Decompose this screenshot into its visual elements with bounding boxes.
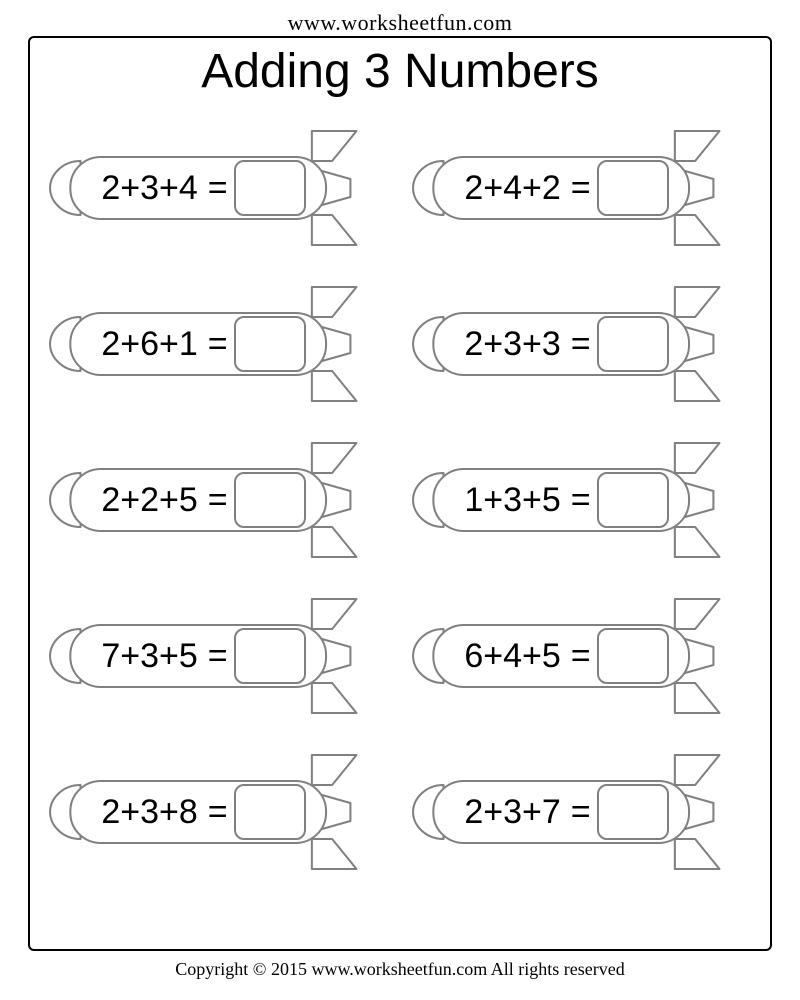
- answer-input-box[interactable]: [234, 784, 306, 840]
- answer-input-box[interactable]: [597, 472, 669, 528]
- equation: 2+2+5 =: [46, 425, 391, 575]
- equation: 2+3+4 =: [46, 113, 391, 263]
- equals-sign: =: [571, 637, 591, 676]
- problem-cell: 2+3+7 =: [409, 737, 754, 887]
- footer-copyright: Copyright © 2015 www.worksheetfun.com Al…: [28, 959, 772, 980]
- header-url: www.worksheetfun.com: [28, 10, 772, 36]
- equation: 2+3+3 =: [409, 269, 754, 419]
- content-frame: Adding 3 Numbers 2+3+4 = 2+4+2 =: [28, 36, 772, 951]
- expression-text: 1+3+5: [464, 481, 560, 520]
- equation: 1+3+5 =: [409, 425, 754, 575]
- expression-text: 2+3+3: [464, 325, 560, 364]
- expression-text: 6+4+5: [464, 637, 560, 676]
- problem-grid: 2+3+4 = 2+4+2 = 2+6+1: [44, 113, 756, 887]
- equation: 2+3+7 =: [409, 737, 754, 887]
- equals-sign: =: [208, 481, 228, 520]
- expression-text: 2+3+8: [101, 793, 197, 832]
- equals-sign: =: [208, 325, 228, 364]
- equals-sign: =: [208, 169, 228, 208]
- answer-input-box[interactable]: [597, 316, 669, 372]
- problem-cell: 2+6+1 =: [46, 269, 391, 419]
- problem-cell: 2+2+5 =: [46, 425, 391, 575]
- equation: 2+3+8 =: [46, 737, 391, 887]
- page-title: Adding 3 Numbers: [44, 44, 756, 99]
- expression-text: 2+3+7: [464, 793, 560, 832]
- equals-sign: =: [571, 481, 591, 520]
- problem-cell: 6+4+5 =: [409, 581, 754, 731]
- answer-input-box[interactable]: [597, 628, 669, 684]
- equals-sign: =: [208, 637, 228, 676]
- equation: 7+3+5 =: [46, 581, 391, 731]
- answer-input-box[interactable]: [234, 472, 306, 528]
- equation: 6+4+5 =: [409, 581, 754, 731]
- expression-text: 2+3+4: [101, 169, 197, 208]
- expression-text: 2+6+1: [101, 325, 197, 364]
- expression-text: 2+4+2: [464, 169, 560, 208]
- answer-input-box[interactable]: [597, 160, 669, 216]
- equals-sign: =: [571, 169, 591, 208]
- problem-cell: 7+3+5 =: [46, 581, 391, 731]
- equals-sign: =: [571, 325, 591, 364]
- problem-cell: 2+3+8 =: [46, 737, 391, 887]
- equation: 2+6+1 =: [46, 269, 391, 419]
- expression-text: 7+3+5: [101, 637, 197, 676]
- equals-sign: =: [571, 793, 591, 832]
- answer-input-box[interactable]: [234, 628, 306, 684]
- problem-cell: 2+3+4 =: [46, 113, 391, 263]
- worksheet-page: www.worksheetfun.com Adding 3 Numbers 2+…: [0, 0, 800, 1000]
- answer-input-box[interactable]: [234, 316, 306, 372]
- answer-input-box[interactable]: [234, 160, 306, 216]
- expression-text: 2+2+5: [101, 481, 197, 520]
- problem-cell: 2+4+2 =: [409, 113, 754, 263]
- equals-sign: =: [208, 793, 228, 832]
- equation: 2+4+2 =: [409, 113, 754, 263]
- problem-cell: 1+3+5 =: [409, 425, 754, 575]
- answer-input-box[interactable]: [597, 784, 669, 840]
- problem-cell: 2+3+3 =: [409, 269, 754, 419]
